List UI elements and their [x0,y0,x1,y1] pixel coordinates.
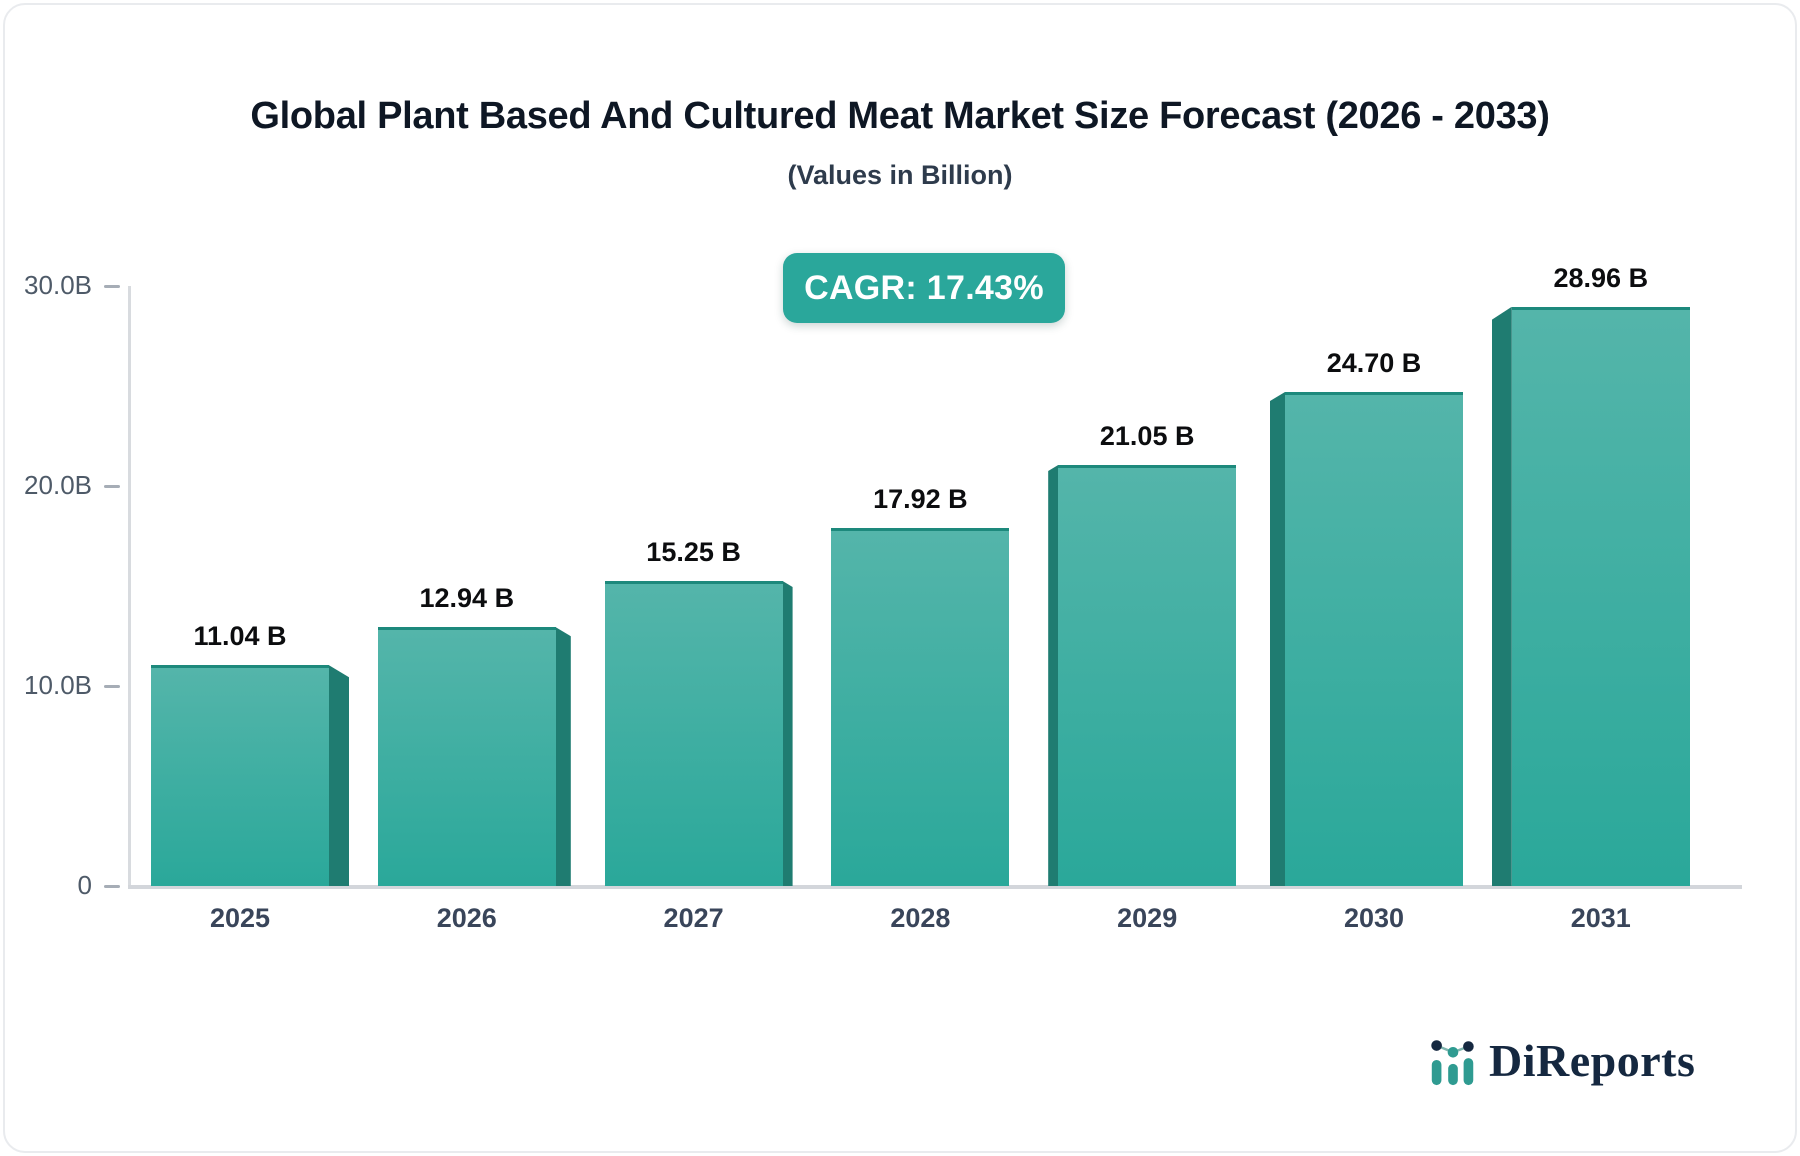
bar-value-label: 15.25 B [646,537,741,567]
bar-2031[interactable] [1511,306,1690,886]
x-axis-line [128,885,1742,889]
bar-2029[interactable] [1058,465,1237,886]
x-axis-label: 2031 [1570,903,1631,933]
bar-3d-side [1491,306,1512,886]
bar-value-label: 17.92 B [873,483,968,514]
y-axis-tick-mark [104,884,120,888]
y-axis-tick-label: 0 [77,870,92,900]
bar-3d-side [329,665,349,886]
direports-logo: DiReports [1424,1033,1695,1087]
y-axis-tick-label: 10.0B [24,670,92,700]
chart-title: Global Plant Based And Cultured Meat Mar… [250,95,1550,137]
x-axis-label: 2025 [209,903,271,933]
x-axis-label: 2026 [436,903,497,933]
bar-2030[interactable] [1285,392,1463,886]
bar-3d-side [1048,465,1059,886]
cagr-badge-label: CAGR: 17.43% [804,268,1044,307]
y-axis-tick-mark [104,684,120,688]
bar-3d-side [782,581,793,886]
bar-value-label: 28.96 B [1553,262,1649,293]
bar-2025[interactable] [151,665,329,886]
bar-value-label: 11.04 B [193,621,287,652]
x-axis-label: 2027 [663,903,724,933]
chart-subtitle: (Values in Billion) [787,160,1013,190]
bar-2027[interactable] [604,581,783,886]
mini-bar-line-chart-icon [1431,1040,1474,1086]
x-axis-label: 2029 [1117,903,1178,933]
y-axis-tick-mark [104,284,120,288]
y-axis-tick-mark [104,484,120,488]
bar-value-label: 12.94 B [419,583,515,614]
y-axis-tick-label: 30.0B [24,270,92,300]
bar-2026[interactable] [377,627,556,886]
bar-2028[interactable] [831,527,1010,886]
bar-3d-side [1270,392,1285,886]
bar-value-label: 21.05 B [1099,421,1195,451]
x-axis-label: 2030 [1343,903,1405,933]
y-axis-line [128,286,131,886]
logo-text: DiReports [1489,1034,1696,1086]
bar-3d-side [555,627,571,886]
bar-value-label: 24.70 B [1326,348,1422,378]
y-axis-tick-label: 20.0B [24,470,92,500]
x-axis-label: 2028 [890,903,951,933]
cagr-badge: CAGR: 17.43% [783,253,1065,323]
